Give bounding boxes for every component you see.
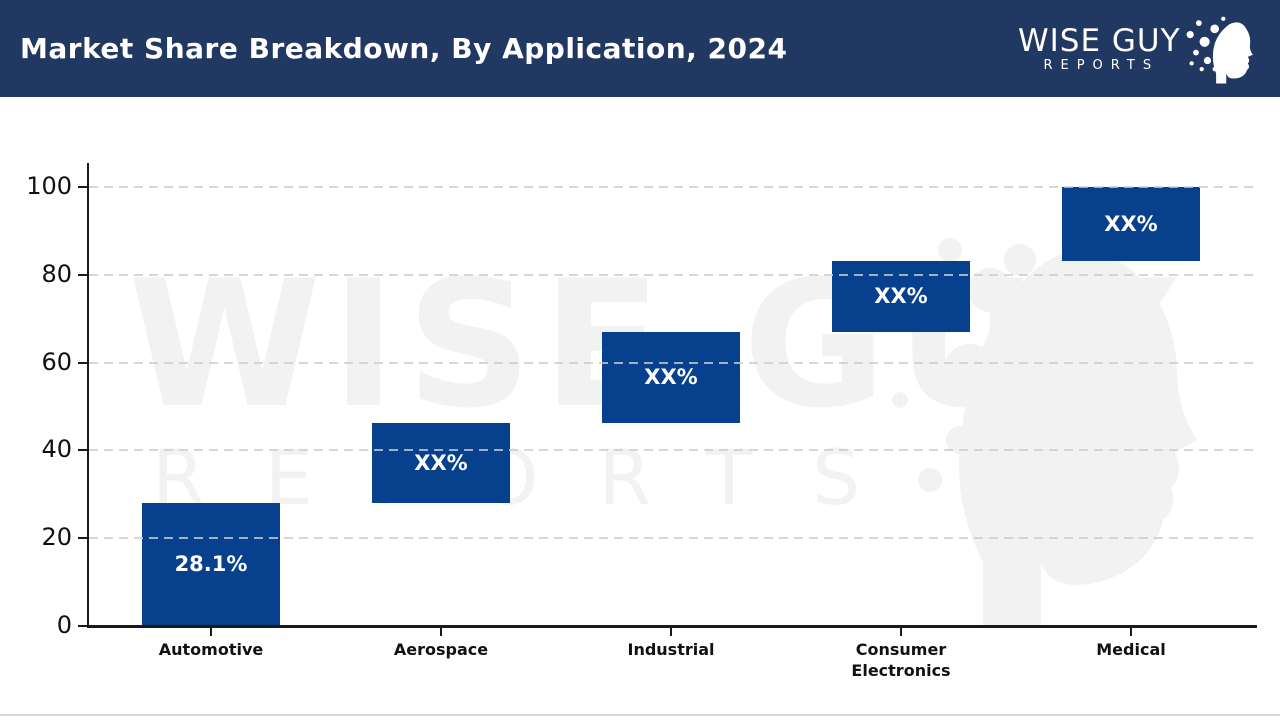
bar-value-label-industrial: XX% xyxy=(644,365,698,390)
category-label-medical: Medical xyxy=(1096,640,1166,659)
category-label-automotive: Automotive xyxy=(158,640,264,659)
bottom-divider xyxy=(0,714,1280,716)
gridline-40 xyxy=(89,449,1255,452)
bar-value-label-consumer-electronics: XX% xyxy=(874,284,928,309)
brand-name: WISE GUY xyxy=(1018,23,1181,60)
bar-value-label-medical: XX% xyxy=(1104,211,1158,236)
y-tick-label-0: 0 xyxy=(56,611,72,639)
bar-value-label-automotive: 28.1% xyxy=(174,552,248,577)
category-label-consumer-electronics: Consumer Electronics xyxy=(851,640,951,680)
y-tick-60 xyxy=(78,361,87,364)
brand-logo-text: WISE GUY REPORTS xyxy=(1018,25,1181,73)
y-tick-label-100: 100 xyxy=(26,172,72,200)
x-tick-2 xyxy=(670,628,672,636)
gridline-20 xyxy=(89,537,1255,540)
bar-medical: XX% xyxy=(1062,187,1200,261)
y-tick-label-80: 80 xyxy=(41,259,72,288)
y-tick-100 xyxy=(78,186,87,188)
y-tick-label-40: 40 xyxy=(41,435,72,464)
brand-logo: WISE GUY REPORTS xyxy=(1018,6,1268,92)
x-tick-1 xyxy=(440,628,442,636)
x-tick-3 xyxy=(900,628,902,636)
x-tick-0 xyxy=(210,628,212,636)
y-tick-80 xyxy=(78,273,87,276)
brand-face-icon xyxy=(1186,16,1253,84)
page-title: Market Share Breakdown, By Application, … xyxy=(20,32,788,65)
gridline-80 xyxy=(89,273,1255,276)
brand-subname: REPORTS xyxy=(1043,57,1160,73)
y-axis-line xyxy=(87,163,89,627)
category-label-aerospace: Aerospace xyxy=(393,640,489,659)
gridline-60 xyxy=(89,361,1255,364)
bar-aerospace: XX% xyxy=(372,422,510,503)
y-tick-label-60: 60 xyxy=(41,347,72,376)
bar-automotive: 28.1% xyxy=(142,502,280,626)
bar-industrial: XX% xyxy=(602,331,740,423)
y-tick-20 xyxy=(78,537,87,540)
gridline-100 xyxy=(89,186,1255,188)
header-bar: Market Share Breakdown, By Application, … xyxy=(0,0,1280,97)
bar-value-label-aerospace: XX% xyxy=(414,450,468,475)
y-tick-label-20: 20 xyxy=(41,523,72,552)
y-tick-40 xyxy=(78,449,87,452)
x-tick-4 xyxy=(1130,628,1132,636)
y-tick-0 xyxy=(78,625,87,627)
category-label-industrial: Industrial xyxy=(627,640,715,659)
face-watermark xyxy=(892,238,1197,625)
x-axis-line xyxy=(87,625,1257,628)
bar-consumer-electronics: XX% xyxy=(832,260,970,332)
